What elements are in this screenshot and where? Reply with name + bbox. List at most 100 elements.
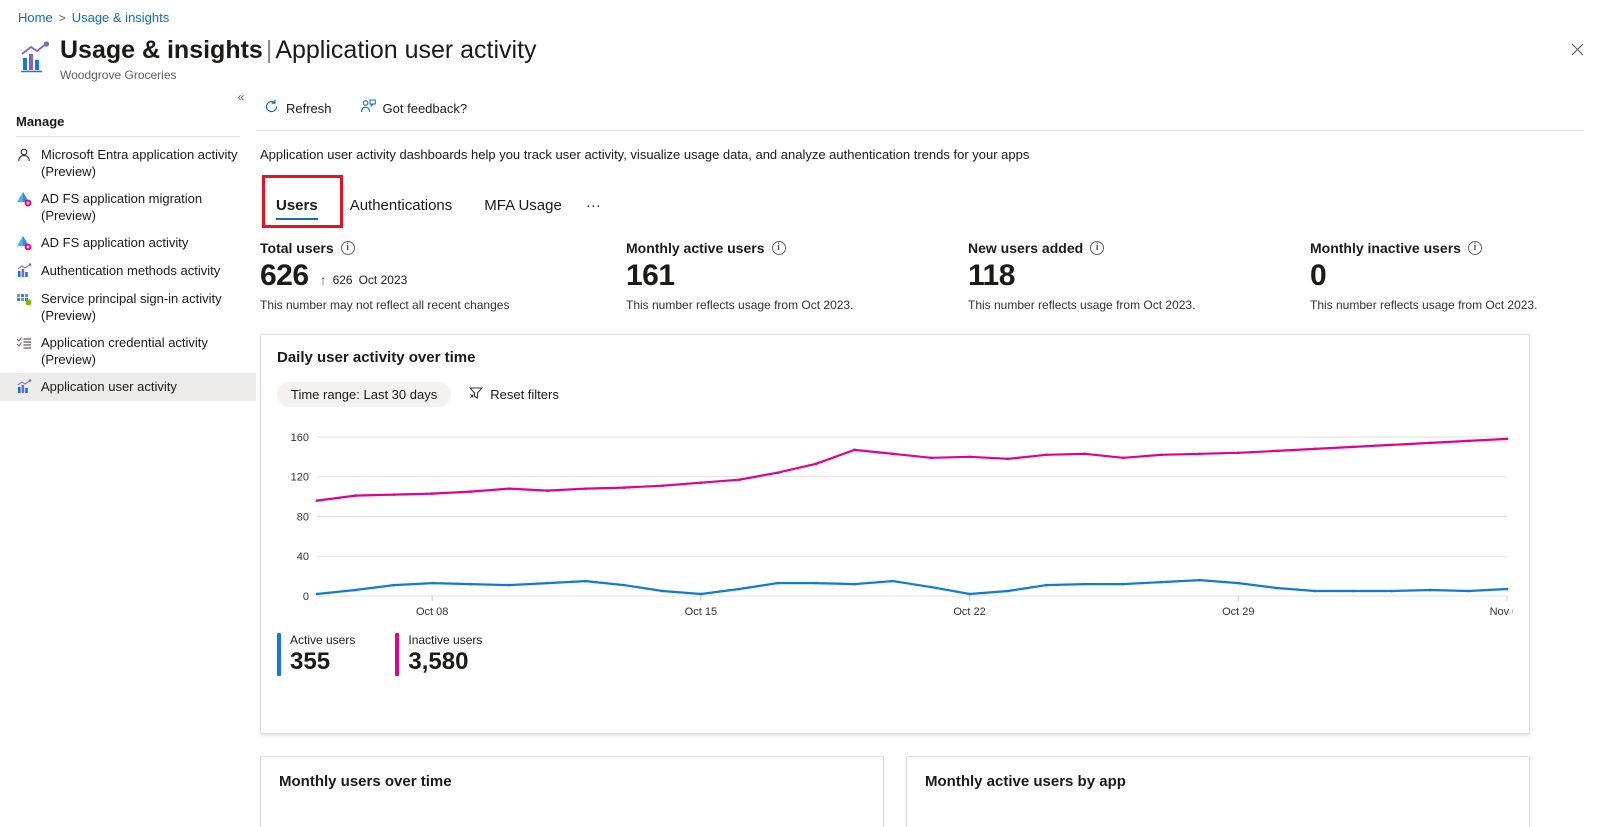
refresh-label: Refresh — [286, 100, 332, 116]
kpi-value-row: 0 — [1310, 259, 1600, 293]
toolbar-divider — [256, 130, 1583, 131]
kpi-value: 0 — [1310, 259, 1327, 292]
sidebar-section-manage: Manage — [16, 114, 65, 129]
tab-users[interactable]: Users — [260, 191, 334, 224]
legend-color-swatch — [277, 633, 281, 676]
kpi-delta: ↑ 626 Oct 2023 — [320, 272, 408, 288]
tab-overflow-button[interactable]: ··· — [585, 197, 601, 214]
legend-value: 355 — [290, 648, 331, 675]
kpi-monthly-inactive-users: Monthly inactive users i 0 This number r… — [1310, 240, 1600, 312]
page-title-main: Usage & insights — [60, 36, 263, 64]
sidebar-item-microsoft-entra-application-activity[interactable]: Microsoft Entra application activity (Pr… — [0, 141, 256, 185]
tab-authentications[interactable]: Authentications — [349, 197, 453, 214]
trend-up-icon: ↑ — [319, 272, 327, 288]
person-icon — [16, 147, 32, 163]
breadcrumb-separator: > — [58, 10, 66, 25]
kpi-new-users-added: New users added i 118 This number reflec… — [968, 240, 1310, 312]
kpi-header: New users added i — [968, 240, 1310, 256]
chart-icon — [16, 263, 32, 279]
breadcrumb-home[interactable]: Home — [18, 10, 53, 25]
info-icon[interactable]: i — [1467, 241, 1482, 255]
chart-title: Daily user activity over time — [277, 349, 476, 366]
kpi-title: Monthly inactive users — [1310, 240, 1461, 256]
kpi-header: Monthly active users i — [626, 240, 968, 256]
kpi-monthly-active-users: Monthly active users i 161 This number r… — [626, 240, 968, 312]
svg-text:Oct 29: Oct 29 — [1222, 606, 1254, 618]
legend-label: Inactive users — [408, 633, 483, 647]
svg-text:Oct 22: Oct 22 — [953, 606, 985, 618]
legend-value: 3,580 — [408, 648, 469, 675]
monthly-users-over-time-card: Monthly users over time — [260, 756, 884, 827]
line-chart: 0 40 80 120 160 Oct 08 Oct 15 Oct 22 Oct 29 Nov 0… — [277, 419, 1525, 629]
toolbar: Refresh Got feedback? — [256, 92, 1613, 130]
info-icon[interactable]: i — [1090, 241, 1105, 255]
daily-user-activity-card: Daily user activity over time Time range… — [260, 334, 1530, 734]
usage-insights-icon — [18, 41, 52, 75]
kpi-total-users: Total users i 626 ↑ 626 Oct 2023 This nu… — [260, 240, 626, 312]
refresh-button[interactable]: Refresh — [260, 96, 336, 120]
list-check-icon — [16, 335, 32, 351]
sidebar-item-label: Application credential activity (Preview… — [41, 335, 208, 367]
sidebar-item-label: Authentication methods activity — [41, 263, 221, 278]
main-content: Refresh Got feedback? Application user a… — [256, 92, 1613, 827]
page-title-divider: | — [265, 36, 273, 64]
reset-filters-button[interactable]: Reset filters — [469, 386, 559, 403]
kpi-value-row: 161 — [626, 259, 968, 293]
kpi-value-row: 626 ↑ 626 Oct 2023 — [260, 259, 626, 293]
monthly-active-users-by-app-card: Monthly active users by app — [906, 756, 1530, 827]
grid-icon — [16, 291, 32, 307]
adfs-icon — [16, 235, 32, 251]
time-range-filter-pill[interactable]: Time range: Last 30 days — [277, 382, 452, 407]
sidebar-item-application-user-activity[interactable]: Application user activity — [0, 373, 256, 401]
sidebar-item-label: AD FS application activity — [41, 235, 189, 250]
chart-legend: Active users 355 Inactive users 3,580 — [277, 633, 1513, 676]
info-icon[interactable]: i — [340, 241, 355, 255]
kpi-delta-value: 626 — [332, 273, 353, 287]
sidebar: « Manage Microsoft Entra application act… — [0, 90, 256, 827]
kpi-value: 161 — [626, 259, 675, 292]
got-feedback-button[interactable]: Got feedback? — [356, 96, 472, 120]
sidebar-item-application-credential-activity[interactable]: Application credential activity (Preview… — [0, 329, 256, 373]
svg-text:80: 80 — [297, 511, 309, 523]
legend-label: Active users — [290, 633, 356, 647]
chart-icon — [16, 379, 32, 395]
legend-color-swatch — [395, 633, 400, 676]
card-title: Monthly active users by app — [925, 773, 1126, 790]
page-title: Usage & insights | Application user activi… — [60, 35, 537, 65]
bottom-card-row: Monthly users over time Monthly active u… — [260, 756, 1613, 827]
sidebar-item-ad-fs-application-activity[interactable]: AD FS application activity — [0, 229, 256, 257]
svg-text:Nov 05: Nov 05 — [1490, 606, 1513, 618]
sidebar-item-service-principal-sign-in-activity[interactable]: Service principal sign-in activity (Prev… — [0, 285, 256, 329]
legend-item-active-users: Active users 355 — [277, 633, 355, 676]
kpi-header: Total users i — [260, 240, 626, 256]
kpi-note: This number may not reflect all recent c… — [260, 298, 510, 312]
info-icon[interactable]: i — [771, 241, 786, 255]
line-chart-svg: 0 40 80 120 160 Oct 08 Oct 15 Oct 22 Oct 29 Nov 0… — [291, 432, 1525, 618]
feedback-label: Got feedback? — [382, 100, 468, 116]
kpi-value-row: 118 — [968, 259, 1310, 293]
page-description: Application user activity dashboards hel… — [260, 147, 1030, 162]
page-title-sub: Application user activity — [275, 36, 537, 64]
sidebar-item-ad-fs-application-migration[interactable]: AD FS application migration (Preview) — [0, 185, 256, 229]
kpi-header: Monthly inactive users i — [1310, 240, 1600, 256]
close-button[interactable] — [1563, 35, 1591, 63]
page-header: Usage & insights | Application user activi… — [0, 25, 1613, 82]
svg-text:0: 0 — [303, 591, 309, 603]
adfs-icon — [16, 191, 32, 207]
sidebar-collapse-button[interactable]: « — [237, 90, 245, 104]
sidebar-item-authentication-methods-activity[interactable]: Authentication methods activity — [0, 257, 256, 285]
svg-text:Oct 15: Oct 15 — [685, 606, 717, 618]
kpi-note: This number reflects usage from Oct 2023… — [626, 298, 854, 312]
sidebar-divider — [16, 136, 240, 137]
kpi-row: Total users i 626 ↑ 626 Oct 2023 This nu… — [260, 240, 1613, 312]
sidebar-item-label: Service principal sign-in activity (Prev… — [41, 291, 222, 323]
tab-mfa-usage[interactable]: MFA Usage — [484, 197, 562, 214]
refresh-icon — [264, 99, 279, 117]
breadcrumb: Home > Usage & insights — [0, 0, 1613, 25]
svg-text:40: 40 — [297, 551, 309, 563]
reset-filters-label: Reset filters — [490, 387, 559, 402]
svg-text:Oct 08: Oct 08 — [416, 606, 448, 618]
svg-text:160: 160 — [291, 432, 309, 444]
card-title: Monthly users over time — [279, 773, 452, 790]
breadcrumb-current[interactable]: Usage & insights — [71, 10, 170, 25]
